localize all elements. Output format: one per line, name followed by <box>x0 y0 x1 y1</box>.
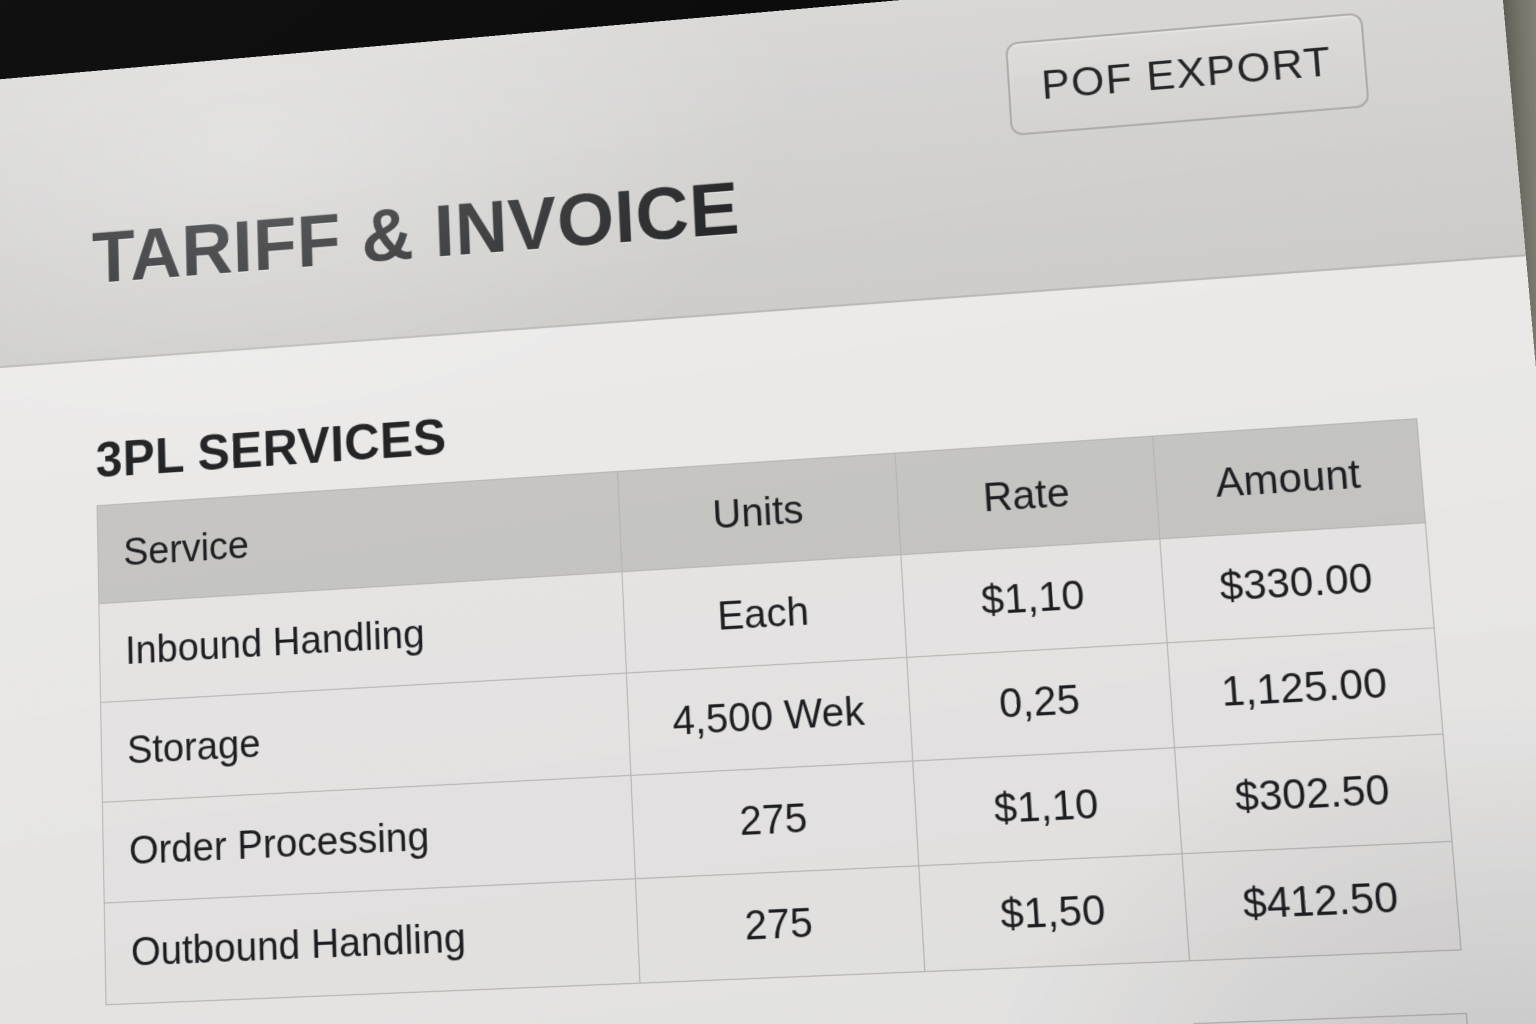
page-title: TARIFF & INVOICE <box>91 166 742 299</box>
cell-units: 4,500 Wek <box>626 657 913 776</box>
app-content-area: 3PL SERVICES Service Units Rate Amount <box>0 256 1536 1024</box>
cell-amount: $412.50 <box>1181 841 1462 961</box>
pof-export-button[interactable]: POF EXPORT <box>1005 12 1370 136</box>
tariff-table: Service Units Rate Amount Inbound Handli… <box>96 418 1462 1006</box>
cell-rate: 0,25 <box>906 642 1175 762</box>
cell-rate: $1,10 <box>900 538 1168 658</box>
cell-amount: 1,125.00 <box>1167 627 1444 748</box>
cell-units: 275 <box>630 761 919 879</box>
cell-amount: $330.00 <box>1159 522 1435 643</box>
table-row[interactable]: $230.00 <box>106 1013 1476 1024</box>
cell-amount: $302.50 <box>1174 734 1453 854</box>
table-body: Inbound Handling Each $1,10 $330.00 Stor… <box>98 522 1462 1005</box>
cell-units: 275 <box>635 865 925 984</box>
column-header-amount[interactable]: Amount <box>1152 418 1426 539</box>
totals-section: $230.00 <box>106 1013 1476 1024</box>
column-header-rate[interactable]: Rate <box>894 436 1160 555</box>
cell-total-amount: $230.00 <box>1193 1013 1476 1024</box>
totals-table: $230.00 <box>106 1013 1476 1024</box>
cell-rate: $1,50 <box>918 853 1190 972</box>
column-header-units[interactable]: Units <box>617 453 901 572</box>
cell-rate: $1,10 <box>912 747 1182 866</box>
cell-units: Each <box>621 554 907 674</box>
